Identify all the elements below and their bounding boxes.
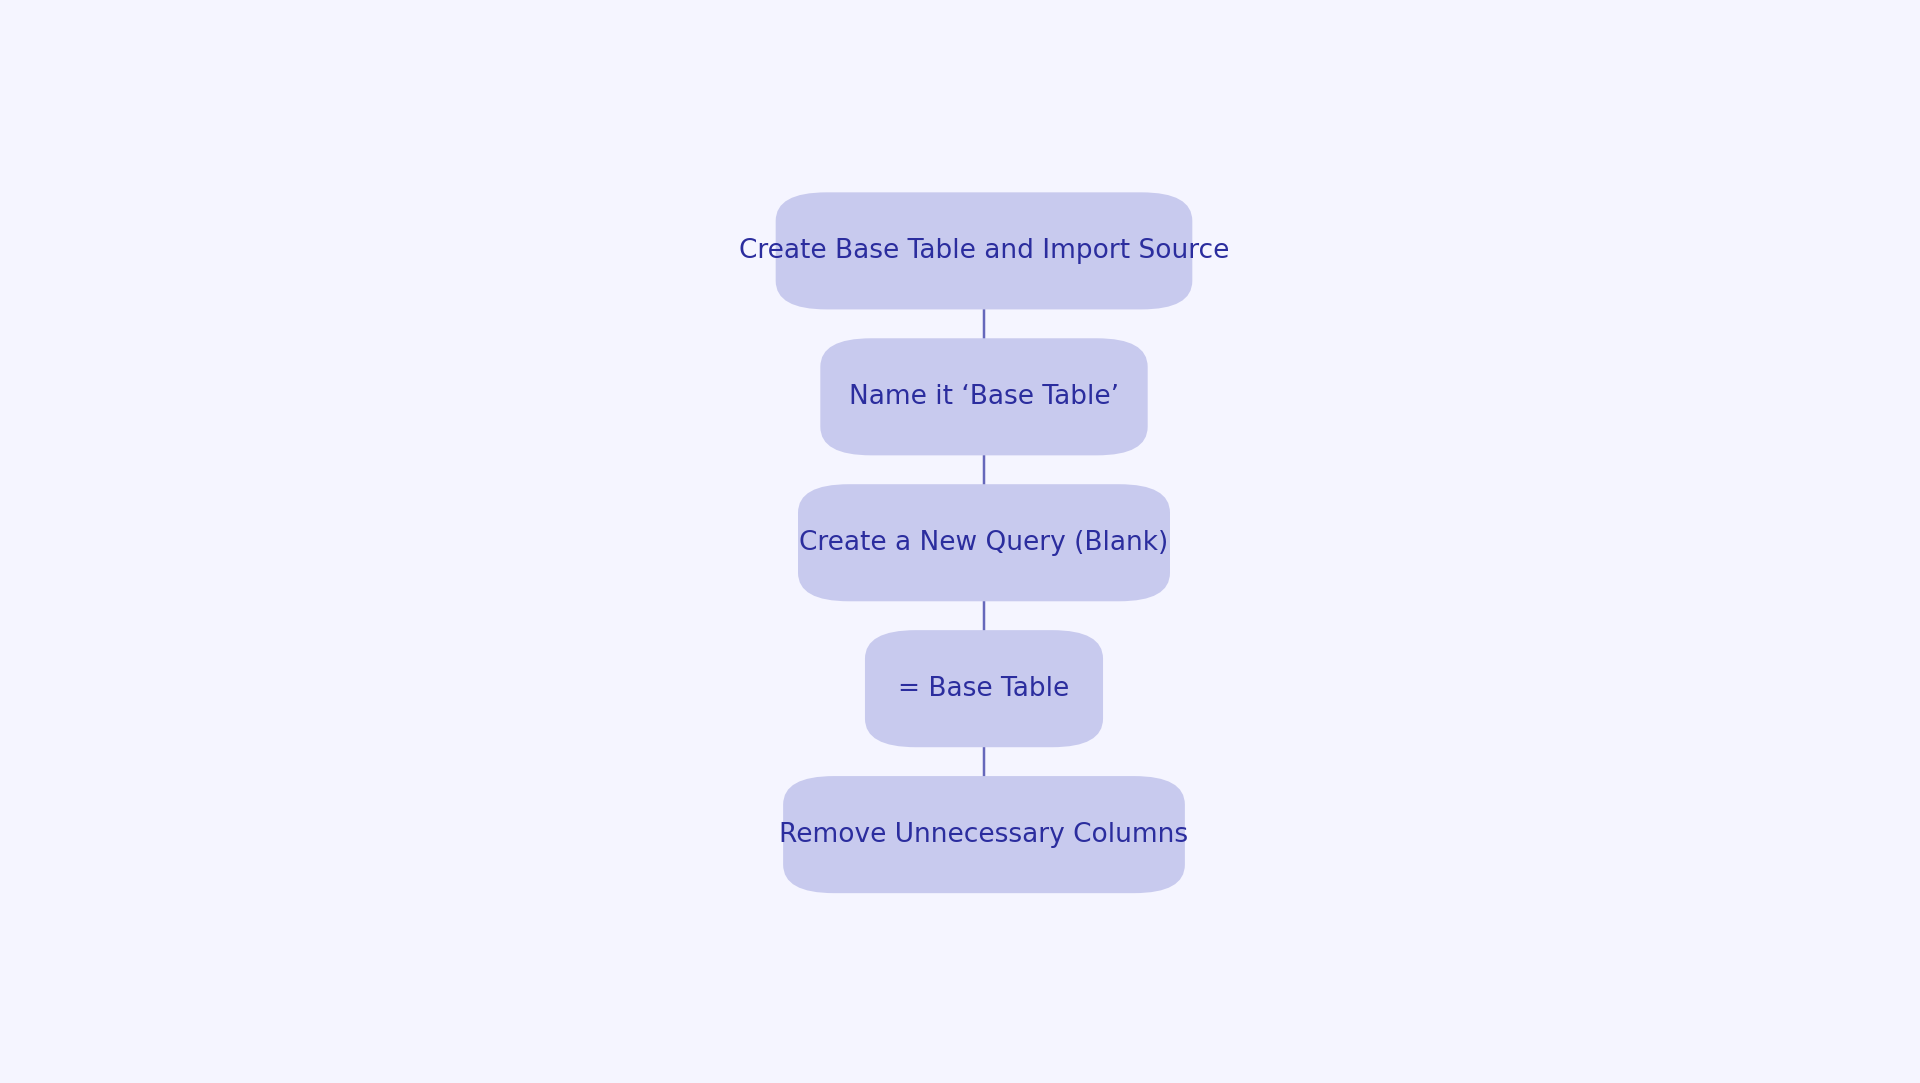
Text: Name it ‘Base Table’: Name it ‘Base Table’ [849, 383, 1119, 409]
Text: Create Base Table and Import Source: Create Base Table and Import Source [739, 238, 1229, 264]
Text: = Base Table: = Base Table [899, 676, 1069, 702]
FancyBboxPatch shape [799, 484, 1169, 601]
FancyBboxPatch shape [820, 338, 1148, 455]
FancyBboxPatch shape [783, 777, 1185, 893]
Text: Remove Unnecessary Columns: Remove Unnecessary Columns [780, 822, 1188, 848]
FancyBboxPatch shape [864, 630, 1102, 747]
FancyBboxPatch shape [776, 193, 1192, 310]
Text: Create a New Query (Blank): Create a New Query (Blank) [799, 530, 1169, 556]
